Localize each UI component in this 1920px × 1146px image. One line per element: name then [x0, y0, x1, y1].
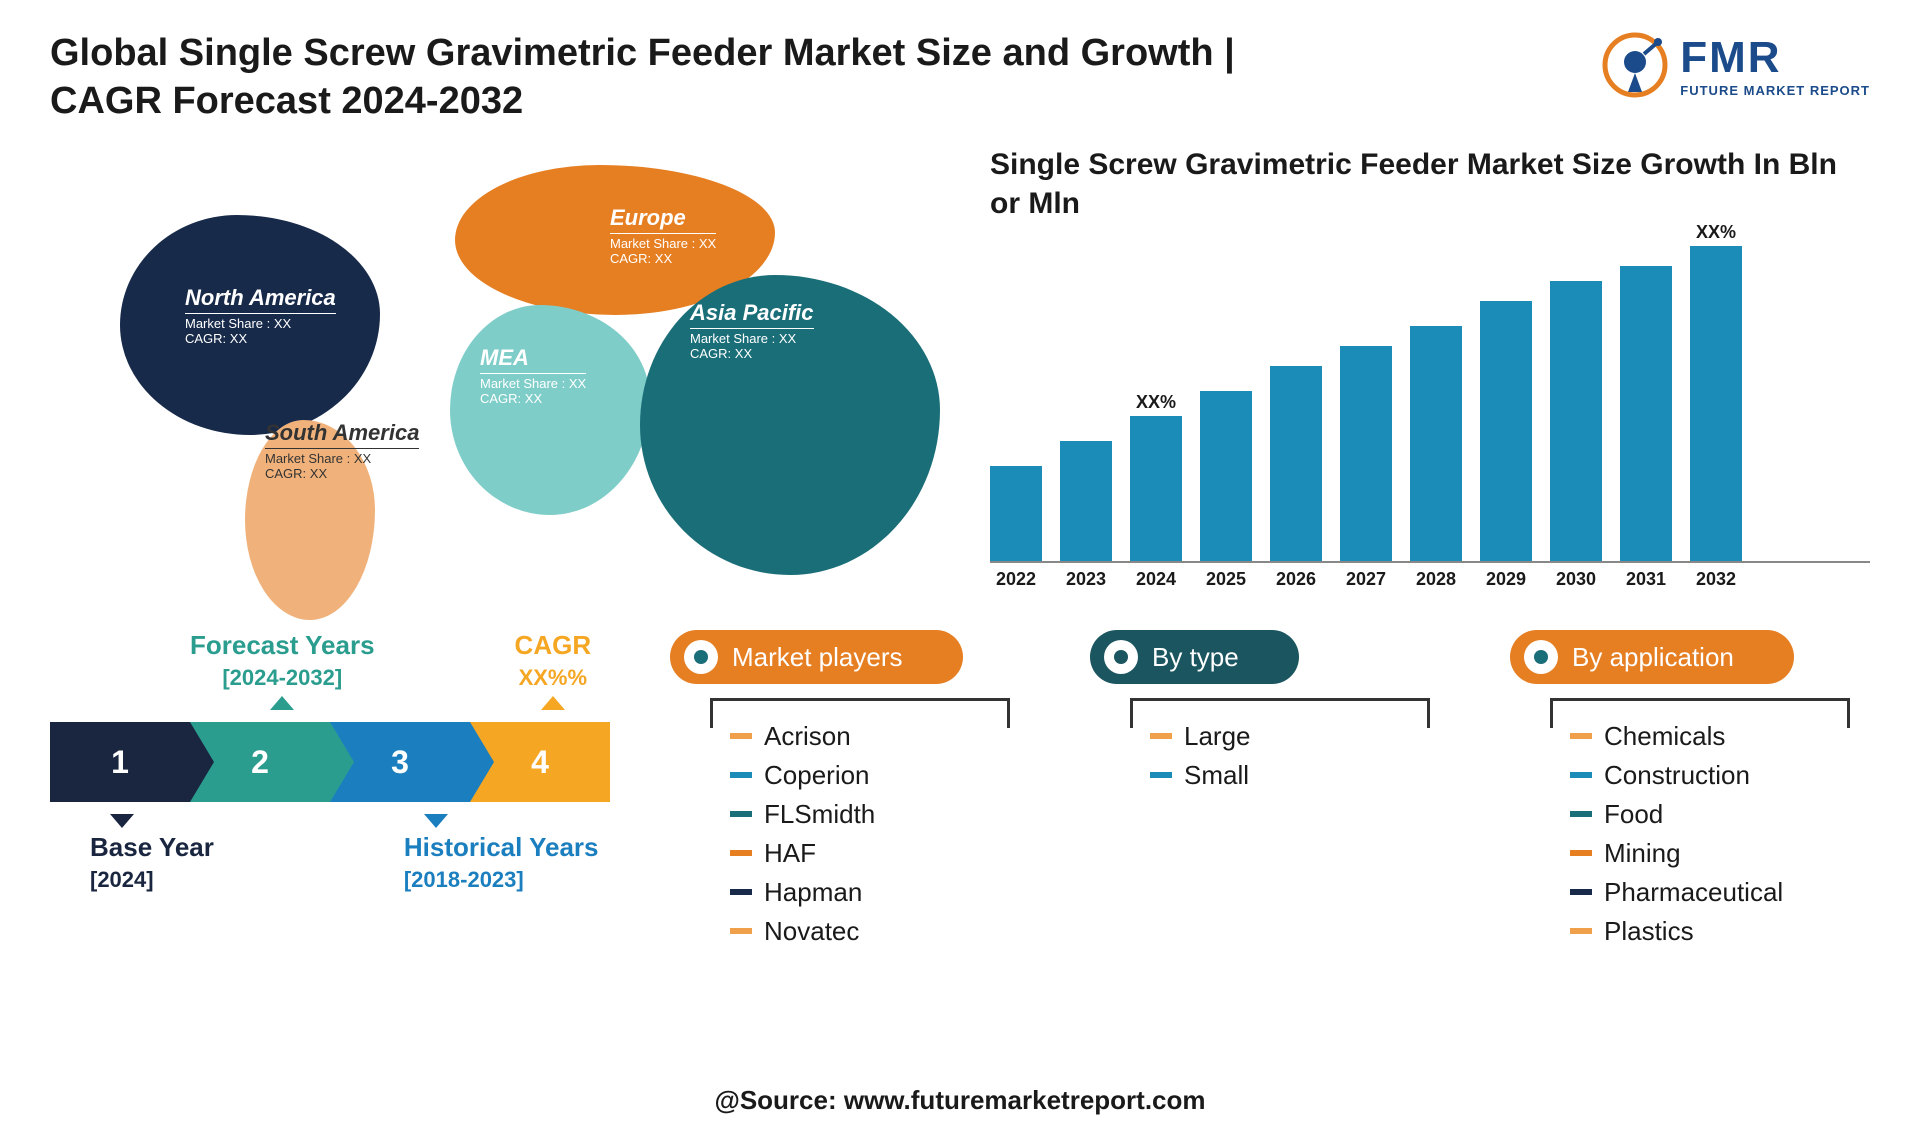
timeline-label-2: Forecast Years[2024-2032]	[190, 630, 375, 714]
region-label: MEAMarket Share : XXCAGR: XX	[480, 345, 586, 406]
bar-year-label: 2030	[1550, 569, 1602, 590]
under-bar	[1550, 698, 1850, 701]
bar-2023	[1060, 441, 1112, 561]
list-item: Small	[1150, 760, 1450, 791]
bar-2030	[1550, 281, 1602, 561]
timeline: Forecast Years[2024-2032] CAGRXX%% 1234Bas…	[50, 630, 610, 894]
bar-2025	[1200, 391, 1252, 561]
under-bar	[1130, 698, 1430, 701]
source-footer: @Source: www.futuremarketreport.com	[0, 1085, 1920, 1116]
under-bar	[710, 698, 1010, 701]
bar-year-label: 2029	[1480, 569, 1532, 590]
list-item: Pharmaceutical	[1570, 877, 1870, 908]
item-list: Chemicals Construction Food Mining Pharmaceu…	[1510, 701, 1870, 947]
bar	[1130, 416, 1182, 561]
page-title: Global Single Screw Gravimetric Feeder M…	[50, 30, 1350, 125]
header: Global Single Screw Gravimetric Feeder M…	[50, 30, 1870, 125]
bar	[1410, 326, 1462, 561]
info-col-market-players: Market players Acrison Coperion FLSmidth HAF…	[670, 630, 1030, 955]
list-item: FLSmidth	[730, 799, 1030, 830]
list-item: Chemicals	[1570, 721, 1870, 752]
bar	[990, 466, 1042, 561]
bar	[1340, 346, 1392, 561]
bar-year-label: 2026	[1270, 569, 1322, 590]
bar-year-label: 2025	[1200, 569, 1252, 590]
bar-callout: XX%	[1136, 392, 1176, 413]
list-item: Hapman	[730, 877, 1030, 908]
chart-title: Single Screw Gravimetric Feeder Market S…	[990, 145, 1870, 223]
logo-icon	[1600, 30, 1670, 100]
bar-year-label: 2024	[1130, 569, 1182, 590]
timeline-step-1: 1	[50, 722, 190, 802]
logo-main: FMR	[1680, 33, 1870, 83]
list-item: Mining	[1570, 838, 1870, 869]
bar-callout: XX%	[1696, 222, 1736, 243]
bottom-section: Forecast Years[2024-2032] CAGRXX%% 1234Bas…	[50, 630, 1870, 955]
bar	[1690, 246, 1742, 561]
timeline-chevrons: 1234	[50, 722, 610, 802]
bar-2024: XX%	[1130, 416, 1182, 561]
bar	[1480, 301, 1532, 561]
bar	[1060, 441, 1112, 561]
pill-title: Market players	[732, 642, 903, 673]
bar	[1550, 281, 1602, 561]
map-region-mea	[450, 305, 650, 515]
bar-2022	[990, 466, 1042, 561]
bar-labels: 2022 2023 2024 2025 2026 2027 2028 2029 2030 2031…	[990, 569, 1870, 590]
list-item: Acrison	[730, 721, 1030, 752]
region-label: North AmericaMarket Share : XXCAGR: XX	[185, 285, 336, 346]
list-item: Coperion	[730, 760, 1030, 791]
pill-header: By type	[1090, 630, 1299, 684]
pill-header: By application	[1510, 630, 1794, 684]
bar-year-label: 2031	[1620, 569, 1672, 590]
bar-year-label: 2022	[990, 569, 1042, 590]
bar-2028	[1410, 326, 1462, 561]
top-section: North AmericaMarket Share : XXCAGR: XX So…	[50, 145, 1870, 590]
bar-2031	[1620, 266, 1672, 561]
timeline-label-3: Historical Years[2018-2023]	[404, 810, 599, 894]
list-item: Construction	[1570, 760, 1870, 791]
bar-2032: XX%	[1690, 246, 1742, 561]
bar-year-label: 2027	[1340, 569, 1392, 590]
info-col-by-application: By application Chemicals Construction Food M…	[1510, 630, 1870, 955]
pill-header: Market players	[670, 630, 963, 684]
item-list: Large Small	[1090, 701, 1450, 791]
world-map: North AmericaMarket Share : XXCAGR: XX So…	[50, 145, 950, 585]
bar	[1200, 391, 1252, 561]
timeline-label-1: Base Year[2024]	[90, 810, 214, 894]
logo-text: FMR FUTURE MARKET REPORT	[1680, 33, 1870, 98]
list-item: Food	[1570, 799, 1870, 830]
bar-2027	[1340, 346, 1392, 561]
list-item: Novatec	[730, 916, 1030, 947]
bar-year-label: 2023	[1060, 569, 1112, 590]
list-item: HAF	[730, 838, 1030, 869]
region-label: South AmericaMarket Share : XXCAGR: XX	[265, 420, 419, 481]
bar-chart: Single Screw Gravimetric Feeder Market S…	[990, 145, 1870, 590]
info-col-by-type: By type Large Small	[1090, 630, 1450, 955]
bar-2029	[1480, 301, 1532, 561]
info-columns: Market players Acrison Coperion FLSmidth HAF…	[670, 630, 1870, 955]
region-label: EuropeMarket Share : XXCAGR: XX	[610, 205, 716, 266]
pill-title: By type	[1152, 642, 1239, 673]
bar	[1270, 366, 1322, 561]
region-label: Asia PacificMarket Share : XXCAGR: XX	[690, 300, 814, 361]
list-item: Large	[1150, 721, 1450, 752]
bar-year-label: 2028	[1410, 569, 1462, 590]
timeline-label-4: CAGRXX%%	[515, 630, 592, 714]
bar-2026	[1270, 366, 1322, 561]
logo: FMR FUTURE MARKET REPORT	[1600, 30, 1870, 100]
logo-sub: FUTURE MARKET REPORT	[1680, 83, 1870, 98]
bars-container: XX% XX%	[990, 243, 1870, 563]
bar	[1620, 266, 1672, 561]
item-list: Acrison Coperion FLSmidth HAF Hapman Novatec	[670, 701, 1030, 947]
list-item: Plastics	[1570, 916, 1870, 947]
pill-title: By application	[1572, 642, 1734, 673]
bar-year-label: 2032	[1690, 569, 1742, 590]
